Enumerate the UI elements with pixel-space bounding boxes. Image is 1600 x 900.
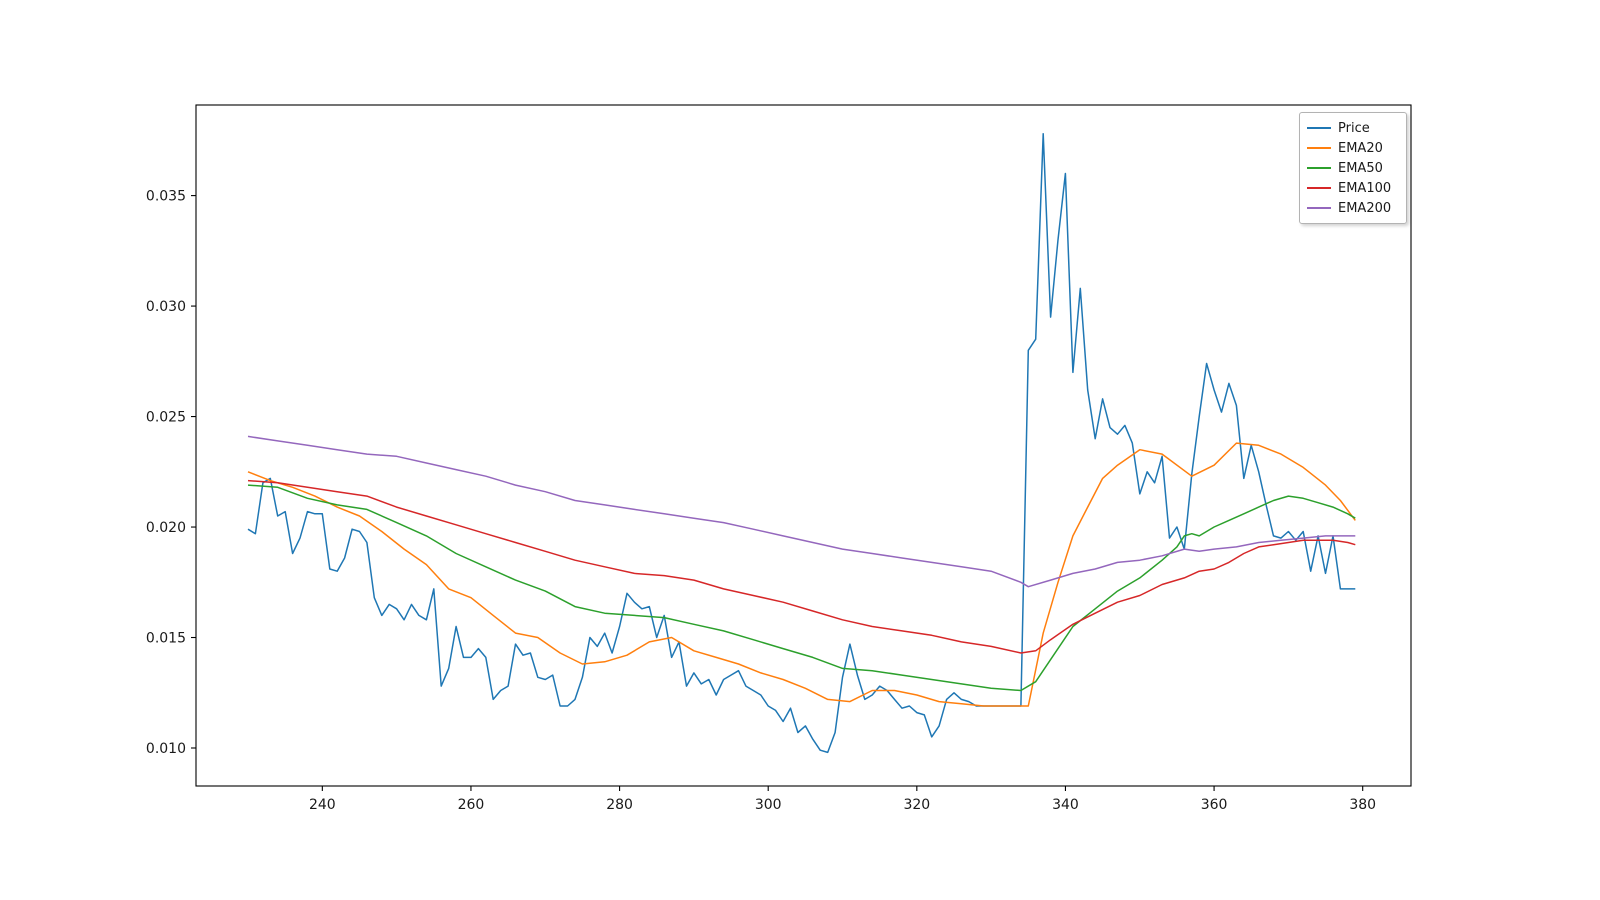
series-ema50: [247, 484, 1356, 692]
x-axis-tick-label: 380: [1349, 797, 1376, 813]
x-axis-tick-label: 280: [606, 797, 633, 813]
y-axis-tick-label: 0.035: [146, 189, 186, 205]
legend-entry: EMA50: [1307, 158, 1398, 178]
legend-label: EMA20: [1338, 140, 1383, 156]
legend-entry: EMA200: [1307, 198, 1398, 218]
legend-label: EMA200: [1338, 200, 1392, 216]
series-ema100: [247, 479, 1356, 654]
series-ema200: [247, 435, 1356, 588]
x-axis-tick-label: 340: [1052, 797, 1079, 813]
y-axis-tick-label: 0.015: [146, 631, 186, 647]
plot-area: [195, 104, 1412, 787]
x-axis-tick-label: 260: [458, 797, 485, 813]
legend-label: Price: [1338, 120, 1370, 136]
legend-line-sample-icon: [1307, 127, 1331, 129]
series-price: [247, 132, 1356, 754]
y-axis-tick-label: 0.025: [146, 410, 186, 426]
x-axis-tick-label: 240: [309, 797, 336, 813]
legend-label: EMA50: [1338, 160, 1383, 176]
legend-line-sample-icon: [1307, 207, 1331, 209]
series-ema20: [247, 442, 1356, 707]
legend-entry: EMA100: [1307, 178, 1398, 198]
y-axis-tick-label: 0.020: [146, 520, 186, 536]
x-axis-tick-label: 300: [755, 797, 782, 813]
legend-label: EMA100: [1338, 180, 1392, 196]
legend-entry: Price: [1307, 118, 1398, 138]
legend-line-sample-icon: [1307, 147, 1331, 149]
legend-entry: EMA20: [1307, 138, 1398, 158]
x-axis-tick-label: 320: [903, 797, 930, 813]
y-axis-tick-label: 0.010: [146, 741, 186, 757]
legend-line-sample-icon: [1307, 187, 1331, 189]
legend: Price EMA20 EMA50 EMA100 EMA200: [1299, 112, 1407, 224]
legend-line-sample-icon: [1307, 167, 1331, 169]
x-axis-tick-label: 360: [1201, 797, 1228, 813]
y-axis-tick-label: 0.030: [146, 299, 186, 315]
